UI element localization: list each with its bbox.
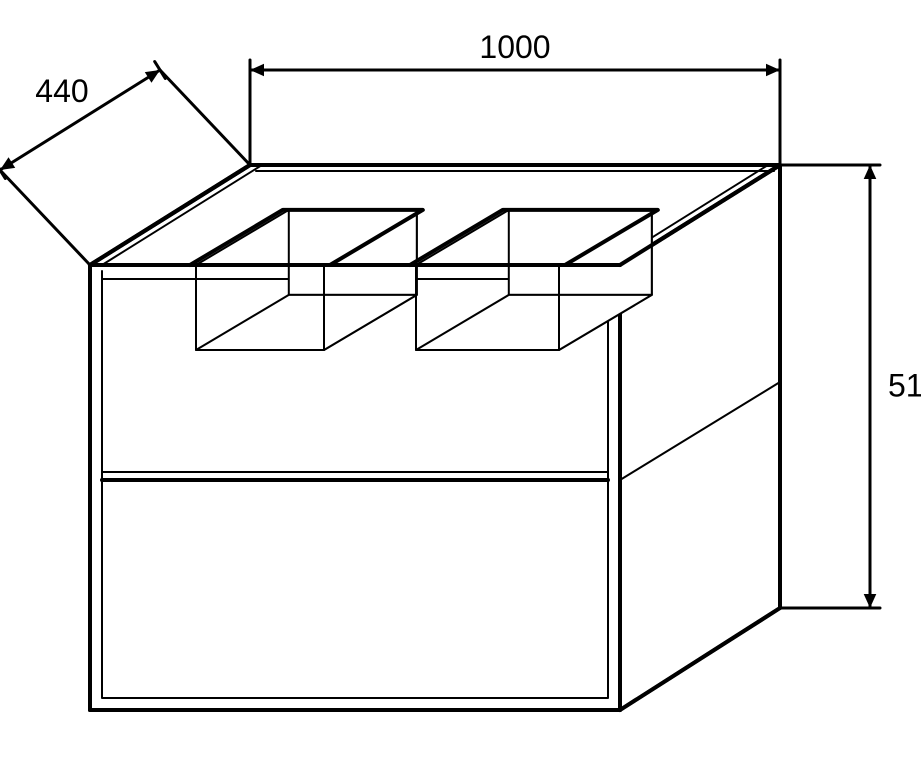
dimension-depth: 440	[35, 73, 88, 109]
dimension-height: 517	[888, 368, 921, 404]
dimension-width: 1000	[479, 29, 550, 65]
cabinet	[90, 165, 780, 710]
